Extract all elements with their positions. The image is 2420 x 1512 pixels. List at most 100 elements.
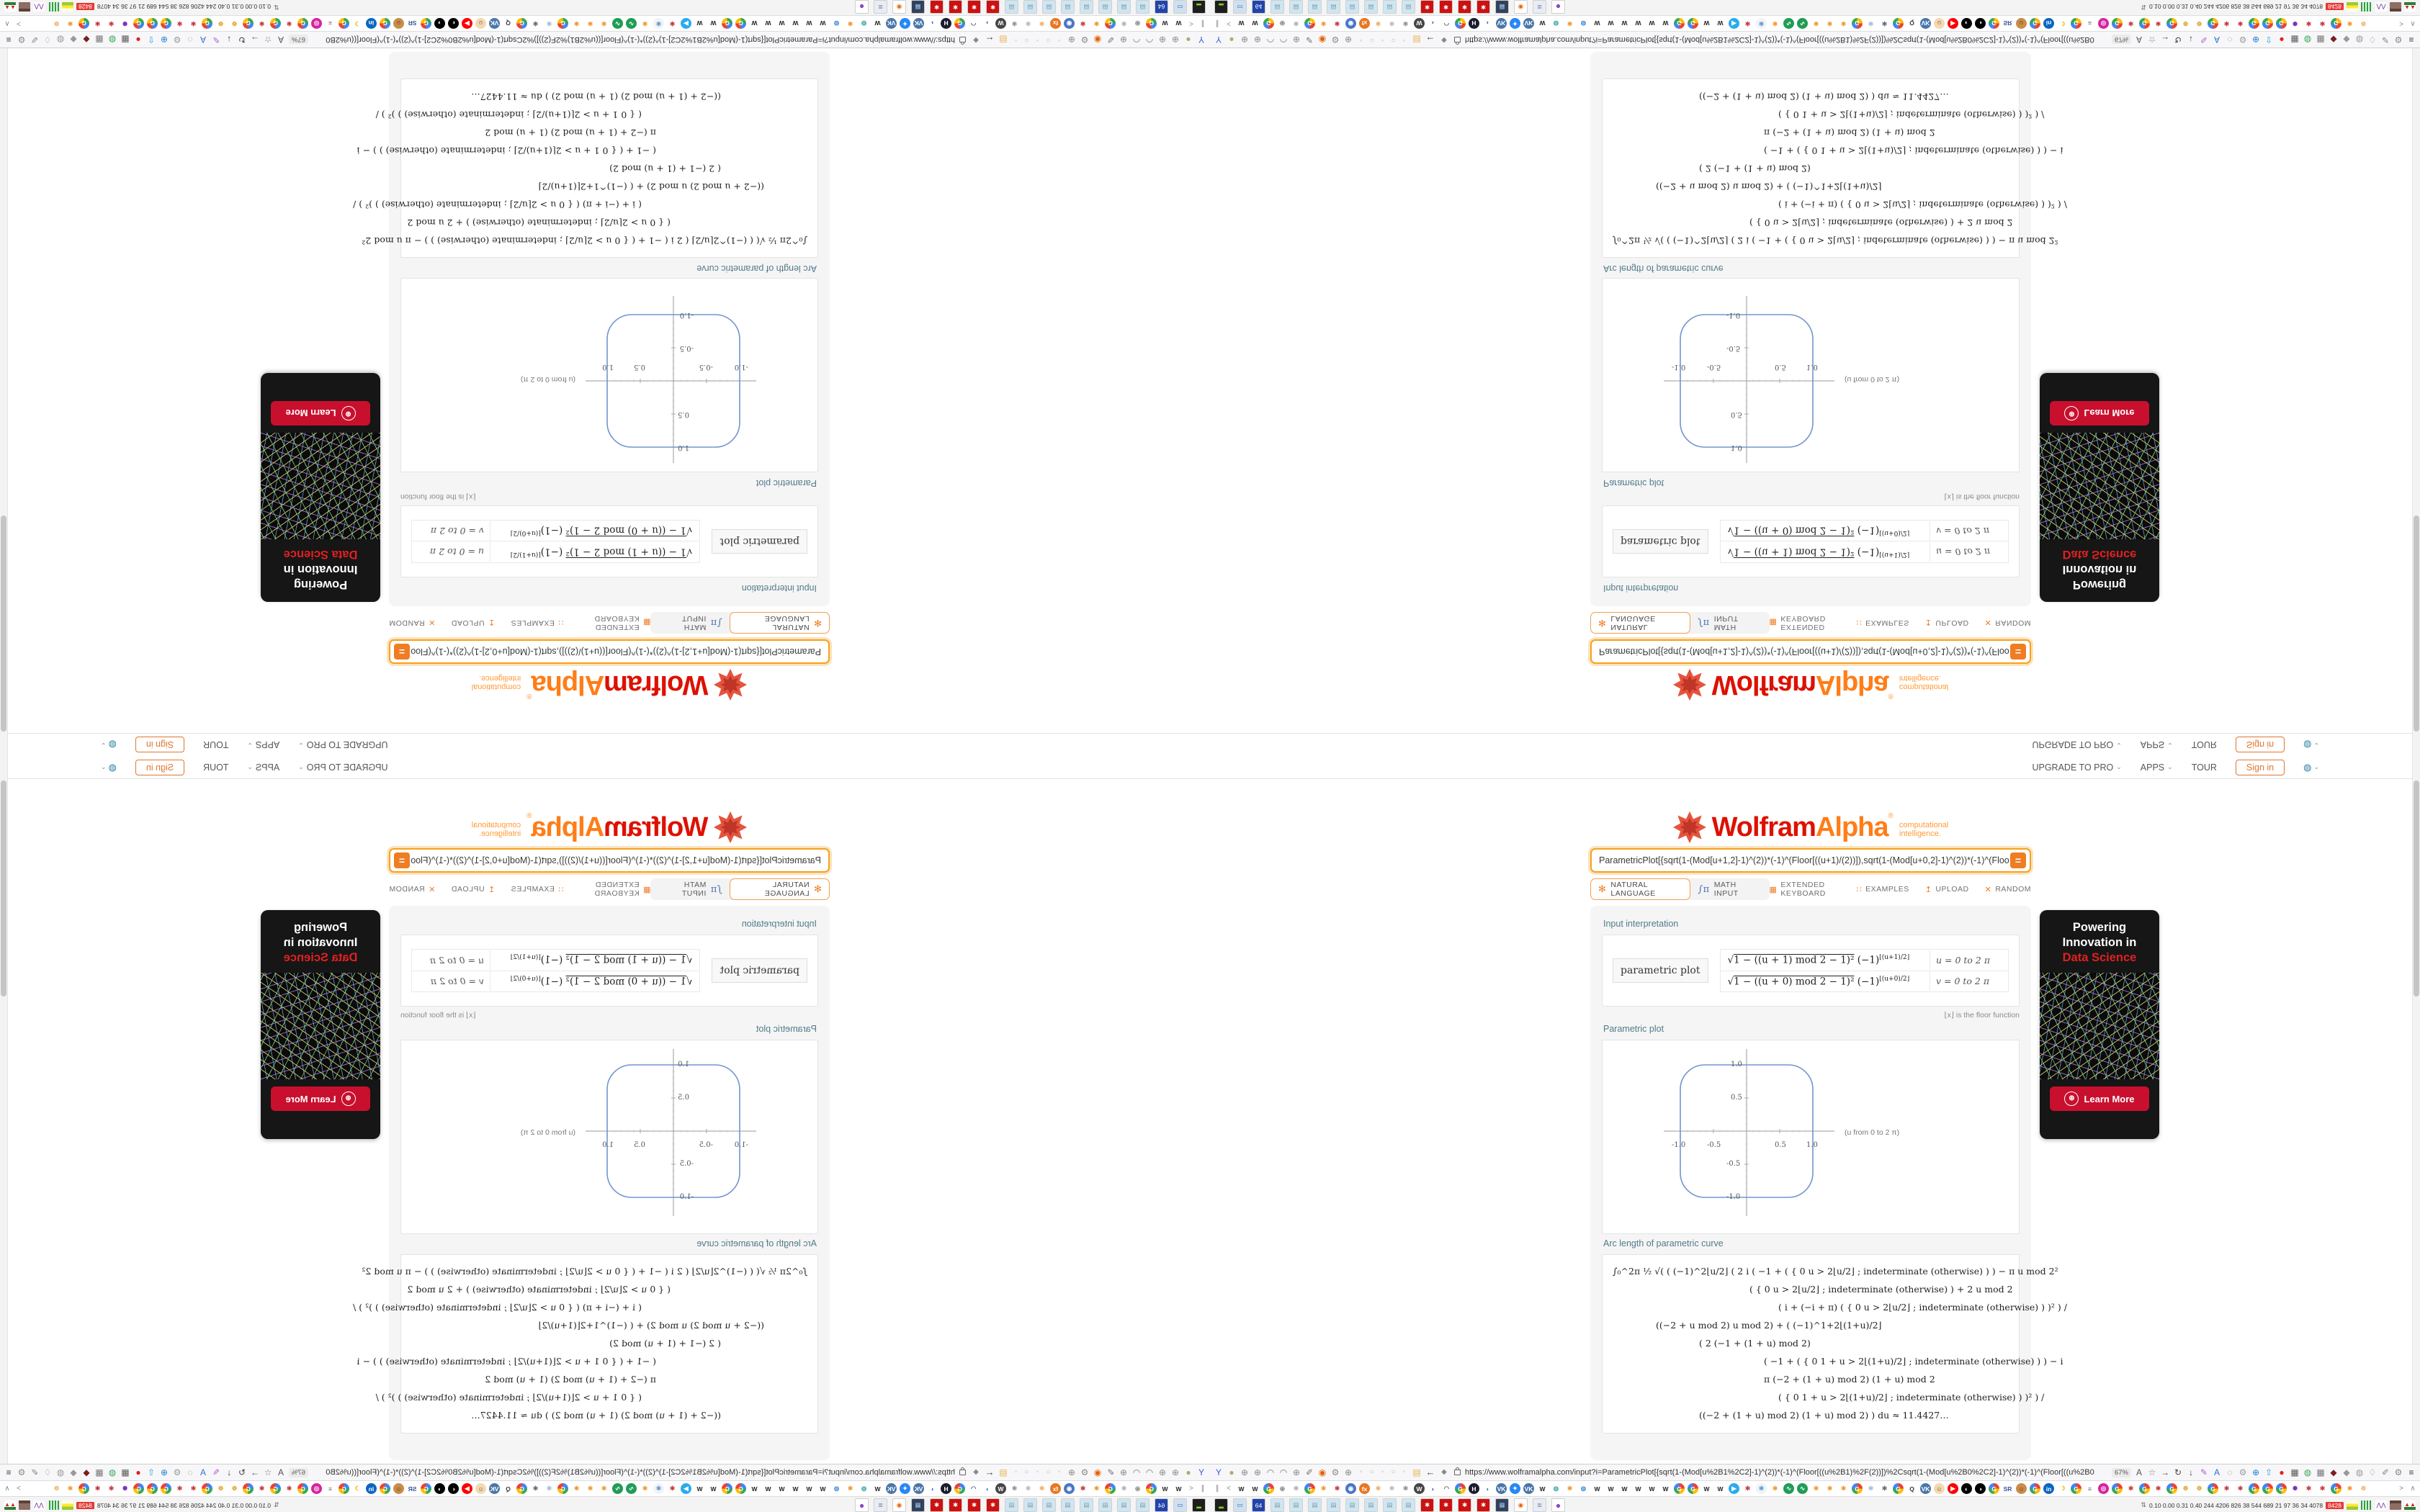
tab-favicon[interactable]: ❁	[229, 18, 240, 29]
tab-favicon[interactable]: in	[2043, 1483, 2054, 1494]
extension-icon[interactable]: ◠	[1266, 35, 1275, 45]
extension-icon[interactable]: ⚙	[1331, 1467, 1340, 1477]
tab-favicon[interactable]: ✻	[256, 1483, 267, 1494]
tab-favicon[interactable]: ≡	[2084, 1483, 2095, 1494]
tab-favicon[interactable]: ✻	[1291, 18, 1301, 29]
extension-icon[interactable]: ◠	[1145, 35, 1154, 45]
toolbar-icon[interactable]: →	[251, 35, 259, 45]
tab-favicon[interactable]: ☽	[352, 1483, 363, 1494]
query-input[interactable]: ParametricPlot[{sqrt(1-(Mod[u+1,2]-1)^(2…	[389, 639, 830, 664]
tab-favicon[interactable]: G	[1146, 1483, 1157, 1494]
extension-icon[interactable]: ✐	[1305, 35, 1314, 45]
tab-favicon[interactable]: G	[380, 18, 390, 29]
tab-favicon[interactable]: ◠	[1441, 18, 1452, 29]
zoom-level-badge[interactable]: 67%	[289, 35, 309, 45]
toolbar-icon[interactable]: ◆	[2343, 1467, 2350, 1477]
sidebar-ad[interactable]: Powering Innovation in Data Science ⊛ Le…	[261, 910, 380, 1139]
tab-favicon[interactable]: ✻	[2153, 18, 2164, 29]
tab-favicon[interactable]: W	[1160, 18, 1170, 29]
bookmark-icon[interactable]: ▤	[1005, 0, 1018, 14]
tab-favicon[interactable]: ✻	[1332, 18, 1343, 29]
tab-pause-control[interactable]: ∥	[1215, 19, 1219, 27]
bookmark-icon[interactable]: ☻	[855, 1498, 869, 1512]
tab-favicon[interactable]: W	[804, 1483, 815, 1494]
extension-icon[interactable]: ⊕	[1292, 35, 1301, 45]
extension-icon[interactable]: ⊕	[1240, 1467, 1249, 1477]
tab-favicon[interactable]: G	[1989, 18, 1999, 29]
tab-favicon[interactable]: in	[2043, 18, 2054, 29]
tab-favicon[interactable]: W	[708, 18, 719, 29]
zoom-level-badge[interactable]: 67%	[2111, 1467, 2131, 1477]
bookmark-icon[interactable]: 64	[1252, 1498, 1265, 1512]
tab-favicon[interactable]: W	[1715, 18, 1726, 29]
tab-favicon[interactable]: W	[1605, 1483, 1616, 1494]
tab-favicon[interactable]: ▶	[1729, 18, 1739, 29]
query-input[interactable]: ParametricPlot[{sqrt(1-(Mod[u+1,2]-1)^(2…	[1590, 848, 2031, 873]
bookmark-icon[interactable]: ✱	[1476, 1498, 1490, 1512]
tab-favicon[interactable]: W	[1660, 18, 1671, 29]
toolbar-icon[interactable]: ↓	[227, 1467, 231, 1477]
tab-favicon[interactable]: ✻	[2235, 1483, 2246, 1494]
tab-favicon[interactable]: ◐	[1961, 18, 1972, 29]
toolbar-icon[interactable]: ◆	[83, 1467, 90, 1477]
bookmark-icon[interactable]: ✱	[1420, 0, 1434, 14]
extension-icon[interactable]: ○	[1024, 36, 1029, 44]
zoom-level-badge[interactable]: 67%	[2111, 35, 2131, 45]
tab-favicon[interactable]: W	[1715, 1483, 1726, 1494]
toolbar-icon[interactable]: ▦	[2290, 35, 2299, 45]
nav-tour[interactable]: TOUR	[203, 740, 228, 750]
bookmark-icon[interactable]: ▤	[1327, 1498, 1340, 1512]
extension-icon[interactable]: ○	[1391, 36, 1396, 44]
toolbar-icon[interactable]: ↻	[238, 1467, 246, 1477]
tab-favicon[interactable]: W	[1701, 1483, 1712, 1494]
toolbar-icon[interactable]: ▦	[95, 35, 104, 45]
tab-pause-control[interactable]: ∥	[1201, 19, 1205, 27]
tab-favicon[interactable]: G	[722, 18, 732, 29]
bookmark-icon[interactable]: ▦	[1495, 0, 1509, 14]
toolbar-icon[interactable]: ⚙	[2238, 35, 2247, 45]
bookmark-icon[interactable]: ▭	[1173, 1498, 1187, 1512]
tab-favicon[interactable]: ◗	[982, 1483, 992, 1494]
toolbar-icon[interactable]: ●	[135, 35, 141, 45]
tab-favicon[interactable]: G	[2030, 18, 2040, 29]
tab-favicon[interactable]: W	[763, 1483, 774, 1494]
tab-favicon[interactable]: W	[1414, 1483, 1425, 1494]
tab-favicon[interactable]: ◍	[831, 1483, 842, 1494]
tab-favicon[interactable]: ∿	[1783, 18, 1794, 29]
tab-favicon[interactable]: G	[147, 18, 158, 29]
tab-favicon[interactable]: ✻	[2153, 1483, 2164, 1494]
input-interpretation-pod[interactable]: parametric plot √1 − ((u + 1) mod 2 − 1)…	[400, 505, 818, 577]
nav-tour[interactable]: TOUR	[2192, 762, 2217, 773]
tab-favicon[interactable]: ◍	[1578, 1483, 1589, 1494]
action-link[interactable]: ∷ EXAMPLES	[1857, 881, 1909, 898]
address-bar-url[interactable]: https://www.wolframalpha.com/input?i=Par…	[326, 1468, 955, 1477]
tab-favicon[interactable]: ✻	[1824, 18, 1835, 29]
tab-favicon[interactable]: G	[297, 1483, 308, 1494]
tab-favicon[interactable]: ✻	[1119, 1483, 1129, 1494]
toolbar-icon[interactable]: ⚙	[173, 1467, 182, 1477]
tab-favicon[interactable]: ◑	[434, 18, 445, 29]
tab-favicon[interactable]: G	[1674, 18, 1685, 29]
address-bar-url[interactable]: https://www.wolframalpha.com/input?i=Par…	[326, 35, 955, 44]
sidebar-ad[interactable]: Powering Innovation in Data Science ⊛ Le…	[2040, 373, 2159, 602]
toolbar-icon[interactable]: ◆	[70, 35, 77, 45]
parametric-plot-pod[interactable]: -1.0 -0.5 0.5 1.0 1.0 0.5 -0.5 -1.0 (u f…	[1602, 278, 2020, 472]
sign-in-button[interactable]: Sign in	[135, 759, 185, 775]
tab-favicon[interactable]: G	[339, 1483, 349, 1494]
toolbar-icon[interactable]: ✎	[212, 1467, 220, 1477]
page-scrollbar[interactable]	[0, 48, 8, 756]
tab-favicon[interactable]: ✻	[530, 1483, 541, 1494]
toolbar-icon[interactable]: ◌	[2227, 1467, 2233, 1477]
tab-scroll-left[interactable]: <	[1189, 1485, 1193, 1493]
tab-favicon[interactable]: W	[776, 1483, 787, 1494]
bookmark-icon[interactable]: ▦	[1495, 1498, 1509, 1512]
query-input[interactable]: ParametricPlot[{sqrt(1-(Mod[u+1,2]-1)^(2…	[1590, 639, 2031, 664]
tab-favicon[interactable]: ◗	[1428, 1483, 1438, 1494]
tab-favicon[interactable]: ❁	[215, 1483, 226, 1494]
toolbar-icon[interactable]: ≡	[2408, 1467, 2414, 1477]
tab-favicon[interactable]: ✻	[2221, 1483, 2232, 1494]
system-monitor-widget[interactable]: ⇅ 0.10 0.00 0.31 0.40 244 4206 826 38 54…	[4, 1500, 279, 1510]
toolbar-icon[interactable]: A	[200, 1467, 207, 1477]
tab-favicon[interactable]: G	[2262, 18, 2273, 29]
tab-favicon[interactable]: ✻	[1400, 1483, 1411, 1494]
